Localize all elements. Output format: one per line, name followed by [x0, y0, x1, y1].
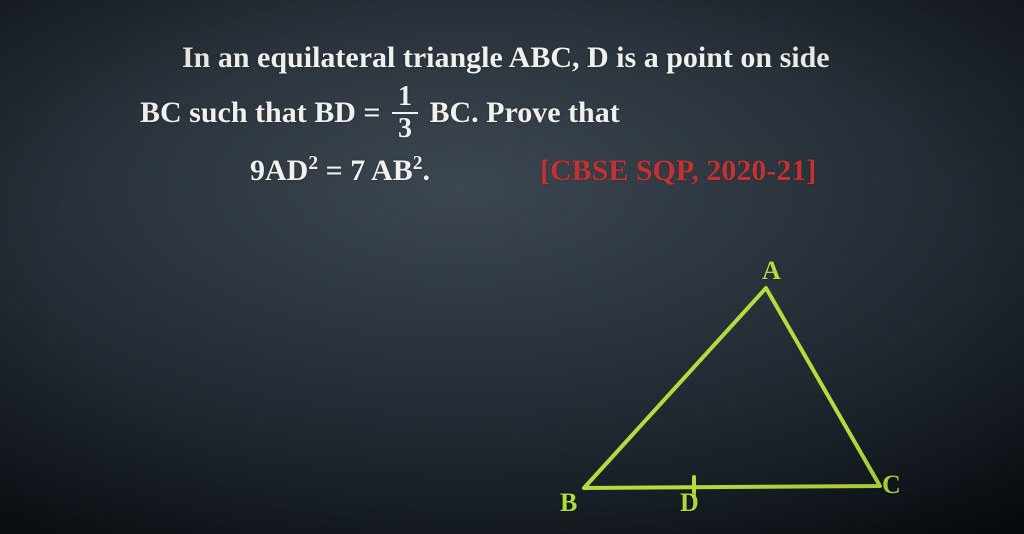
triangle-svg: [562, 274, 902, 524]
problem-line-3: 9AD2 = 7 AB2. [CBSE SQP, 2020-21]: [140, 151, 954, 192]
problem-line-2: BC such that BD = 1 3 BC. Prove that: [140, 85, 954, 145]
fraction-numerator: 1: [392, 83, 418, 114]
triangle-diagram: A B C D: [562, 274, 902, 524]
fraction-denominator: 3: [392, 114, 418, 143]
triangle-outline: [584, 288, 880, 488]
point-label-d: D: [680, 488, 699, 518]
vertex-label-b: B: [560, 488, 577, 518]
line2-suffix: BC. Prove that: [429, 95, 619, 128]
line2-prefix: BC such that BD =: [140, 95, 388, 128]
vertex-label-a: A: [762, 256, 781, 286]
problem-line-1: In an equilateral triangle ABC, D is a p…: [140, 38, 954, 79]
citation: [CBSE SQP, 2020-21]: [540, 151, 816, 192]
vertex-label-c: C: [882, 470, 901, 500]
equation: 9AD2 = 7 AB2.: [250, 151, 430, 192]
fraction: 1 3: [392, 83, 418, 143]
